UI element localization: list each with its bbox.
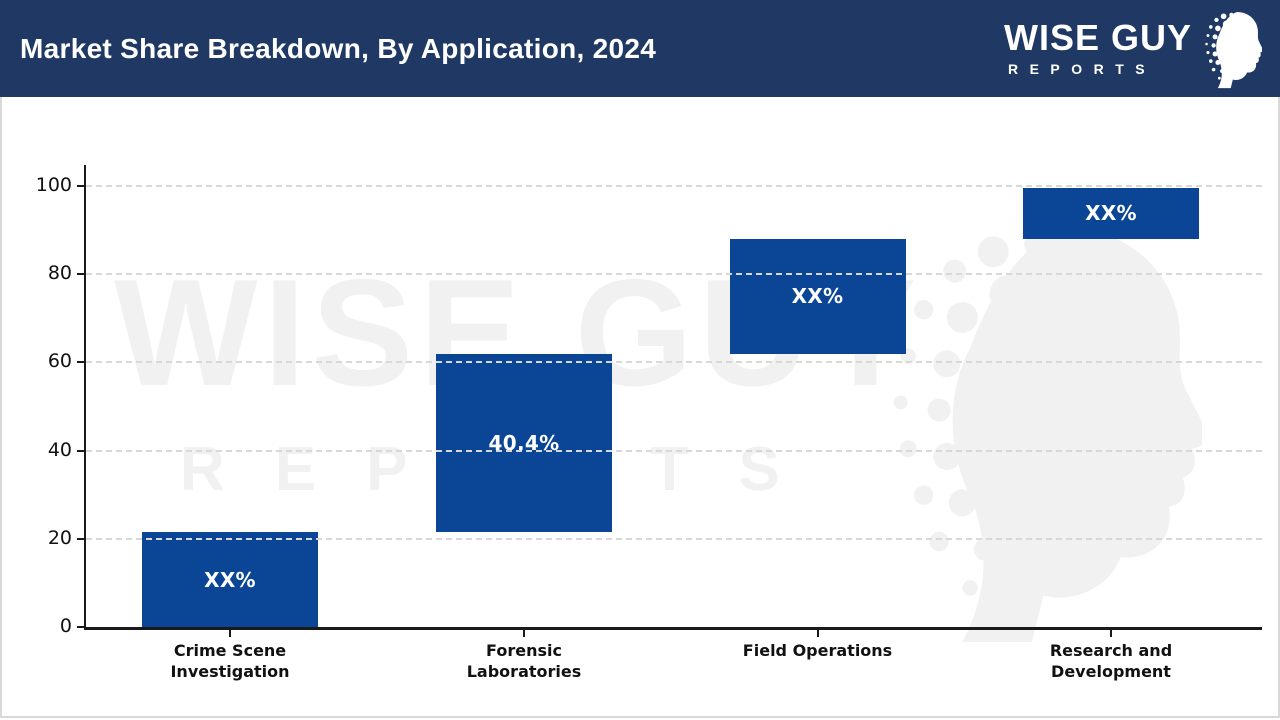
page-title: Market Share Breakdown, By Application, … [20, 32, 657, 64]
x-category-label-line: Development [1051, 662, 1171, 681]
gridline [86, 185, 1262, 187]
gridline [86, 537, 1262, 540]
x-category-label-line: Crime Scene [173, 641, 287, 660]
x-category-label: Research and Development [961, 640, 1261, 682]
y-tick-label: 20 [47, 526, 72, 549]
bar-segment: XX% [142, 532, 318, 627]
bar-segment: XX% [1023, 187, 1199, 239]
gridline [86, 361, 1262, 364]
y-tick-label: 40 [47, 438, 72, 461]
wiseguy-logo: WISE GUY REPORTS [1004, 9, 1262, 89]
y-tick-mark [77, 273, 85, 276]
x-category-label-line: Laboratories [466, 662, 582, 681]
x-tick-mark [816, 630, 819, 637]
x-category-label-line: Field Operations [742, 641, 893, 660]
logo-text: WISE GUY REPORTS [1003, 17, 1192, 78]
x-category-label-line: Investigation [170, 662, 290, 681]
bar-value-label: XX% [791, 284, 844, 309]
x-tick-mark [229, 630, 231, 637]
x-category-label: Forensic Laboratories [374, 640, 674, 682]
y-tick-label: 80 [47, 262, 72, 285]
y-tick-mark [77, 185, 85, 187]
bar-segment: 40.4% [436, 354, 612, 533]
logo-wordmark: WISE GUY [1003, 17, 1192, 58]
y-tick-mark [77, 537, 85, 540]
y-tick-label: 100 [35, 174, 72, 196]
bar-value-label: XX% [1085, 201, 1137, 226]
gridline [86, 449, 1262, 452]
y-axis-line [84, 165, 86, 630]
logo-subtitle: REPORTS [1007, 61, 1157, 77]
bar-segment: XX% [729, 238, 906, 354]
gridline [86, 273, 1262, 276]
x-tick-mark [523, 630, 525, 637]
y-tick-mark [77, 361, 85, 364]
dotted-head-logo-icon [1205, 11, 1262, 88]
y-tick-mark [77, 449, 85, 452]
y-tick-mark [77, 626, 85, 628]
x-category-label: Crime Scene Investigation [80, 640, 380, 682]
y-tick-label: 60 [47, 350, 72, 373]
y-tick-label: 0 [59, 615, 72, 637]
x-category-label: Field Operations [668, 640, 968, 661]
x-category-label-line: Research and [1049, 641, 1173, 660]
x-axis-line [84, 627, 1262, 630]
x-tick-mark [1110, 630, 1112, 637]
bar-value-label: XX% [204, 567, 256, 592]
x-category-label-line: Forensic [486, 641, 562, 660]
header: Market Share Breakdown, By Application, … [0, 0, 1280, 97]
